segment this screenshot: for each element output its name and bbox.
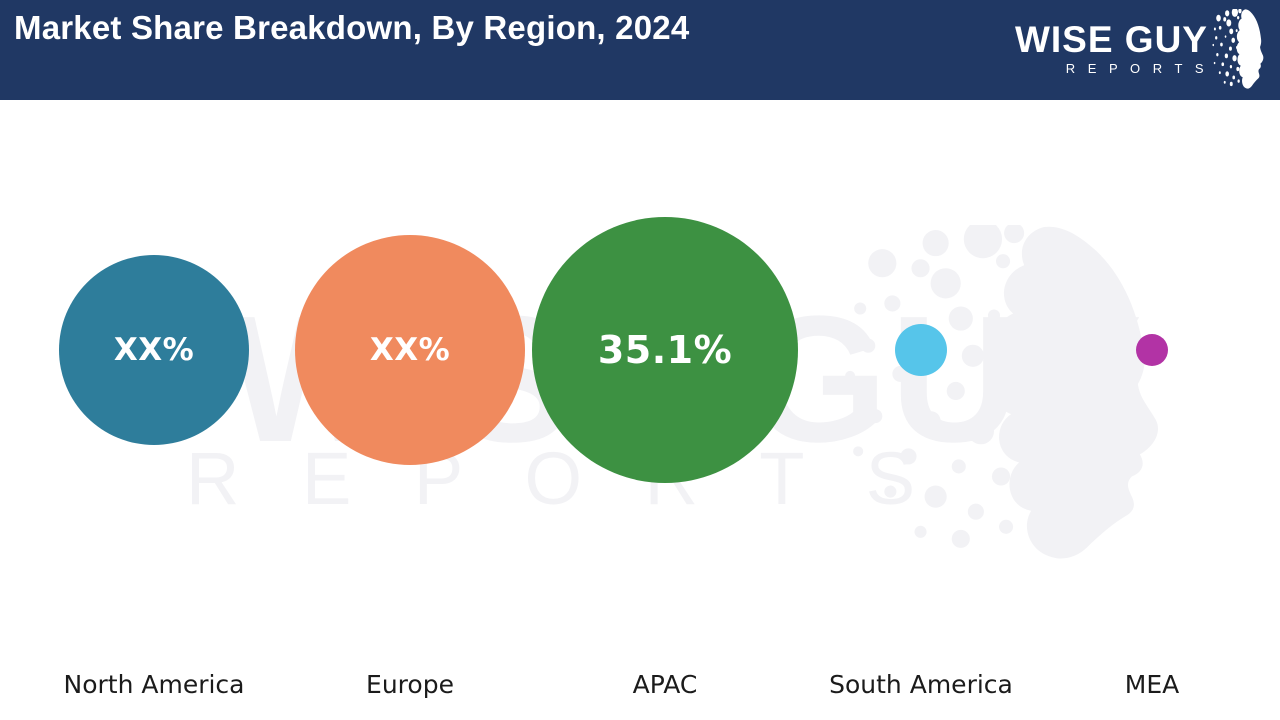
bubble-mea <box>1136 334 1168 366</box>
logo-text: WISE GUY R E P O R T S <box>1015 21 1208 76</box>
bubble-north-america: XX% <box>59 255 249 445</box>
logo-head-icon <box>1210 9 1264 89</box>
category-label-south-america: South America <box>829 670 1013 699</box>
logo-wordmark: WISE GUY <box>1014 19 1208 60</box>
bubble-apac: 35.1% <box>532 217 798 483</box>
bubble-chart: WISE GUY R E P O R T S XX%XX%35.1% North… <box>0 100 1280 720</box>
header-bar: Market Share Breakdown, By Region, 2024 … <box>0 0 1280 100</box>
bubble-south-america <box>895 324 947 376</box>
bubble-value-label: XX% <box>113 332 195 368</box>
category-label-mea: MEA <box>1124 670 1180 699</box>
wise-guy-logo: WISE GUY R E P O R T S <box>1015 9 1264 89</box>
bubble-value-label: XX% <box>369 332 451 368</box>
watermark-head-icon <box>830 225 1162 560</box>
logo-subtitle: R E P O R T S <box>1065 61 1208 76</box>
category-label-north-america: North America <box>63 670 245 699</box>
bubble-europe: XX% <box>295 235 525 465</box>
category-label-apac: APAC <box>632 670 698 699</box>
category-label-europe: Europe <box>366 670 454 699</box>
bubble-value-label: 35.1% <box>597 328 733 372</box>
watermark-subtitle: R E P O R T S <box>186 437 937 520</box>
page-title: Market Share Breakdown, By Region, 2024 <box>14 9 690 46</box>
